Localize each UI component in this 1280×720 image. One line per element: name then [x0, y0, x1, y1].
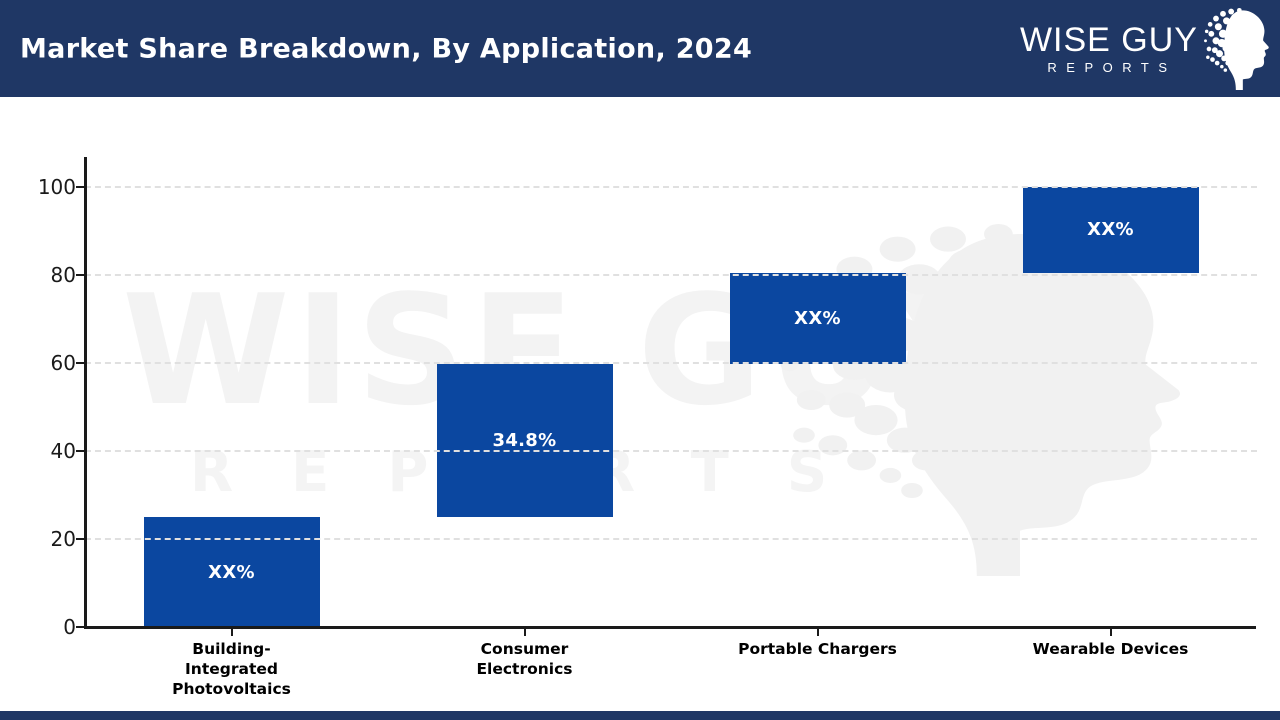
y-tick-label: 60: [50, 351, 76, 375]
gridline: [85, 450, 1257, 452]
y-tick-label: 0: [63, 615, 76, 639]
x-axis-label-line: Portable Chargers: [738, 640, 897, 658]
x-axis-label-line: Wearable Devices: [1032, 640, 1189, 658]
plot-area: XX% 34.8% XX% XX%: [85, 155, 1257, 627]
bar-value-label: 34.8%: [492, 429, 557, 451]
logo-head-icon: [1204, 8, 1269, 90]
x-axis-label: Consumer Electronics: [379, 639, 671, 679]
x-tick-mark: [523, 629, 526, 636]
bar-value-label: XX%: [794, 307, 841, 329]
bar: XX%: [729, 272, 906, 364]
bar-value-label: XX%: [1087, 219, 1134, 241]
x-axis-label: Wearable Devices: [965, 639, 1257, 659]
x-tick-mark: [816, 629, 819, 636]
bar: 34.8%: [436, 363, 613, 517]
x-axis-label-line: Consumer: [480, 640, 569, 658]
gridline: [85, 538, 1257, 540]
y-tick-mark: [76, 450, 85, 452]
x-axis-label: Portable Chargers: [672, 639, 964, 659]
x-axis-label-line: Integrated: [185, 660, 278, 678]
gridline: [85, 274, 1257, 276]
x-tick-mark: [1109, 629, 1112, 636]
y-axis-line: [84, 157, 87, 628]
x-axis-label: Building- Integrated Photovoltaics: [86, 639, 378, 699]
bar: XX%: [143, 517, 320, 627]
x-axis-label-line: Photovoltaics: [172, 680, 291, 698]
y-tick-mark: [76, 538, 85, 540]
page-title: Market Share Breakdown, By Application, …: [20, 33, 753, 64]
logo-name: WISE GUY: [1019, 20, 1198, 59]
x-tick-mark: [230, 629, 233, 636]
bar: XX%: [1022, 187, 1199, 273]
gridline: [85, 362, 1257, 364]
y-tick-mark: [76, 362, 85, 364]
header-bar: Market Share Breakdown, By Application, …: [0, 0, 1280, 97]
y-tick-label: 80: [50, 263, 76, 287]
gridline: [85, 186, 1257, 188]
y-tick-mark: [76, 186, 85, 188]
logo-wordmark: WISE GUY REPORTS: [1019, 20, 1198, 76]
y-tick-label: 20: [50, 527, 76, 551]
x-axis-label-line: Electronics: [476, 660, 573, 678]
x-axis-label-line: Building-: [192, 640, 271, 658]
wiseguy-logo: WISE GUY REPORTS: [1020, 6, 1272, 92]
x-axis-line: [84, 626, 1256, 629]
y-tick-mark: [76, 274, 85, 276]
bar-value-label: XX%: [208, 561, 255, 583]
y-tick-label: 100: [37, 175, 76, 199]
y-tick-mark: [76, 626, 85, 628]
y-tick-label: 40: [50, 439, 76, 463]
footer-bar: [0, 711, 1280, 720]
logo-subtext: REPORTS: [1047, 60, 1177, 76]
